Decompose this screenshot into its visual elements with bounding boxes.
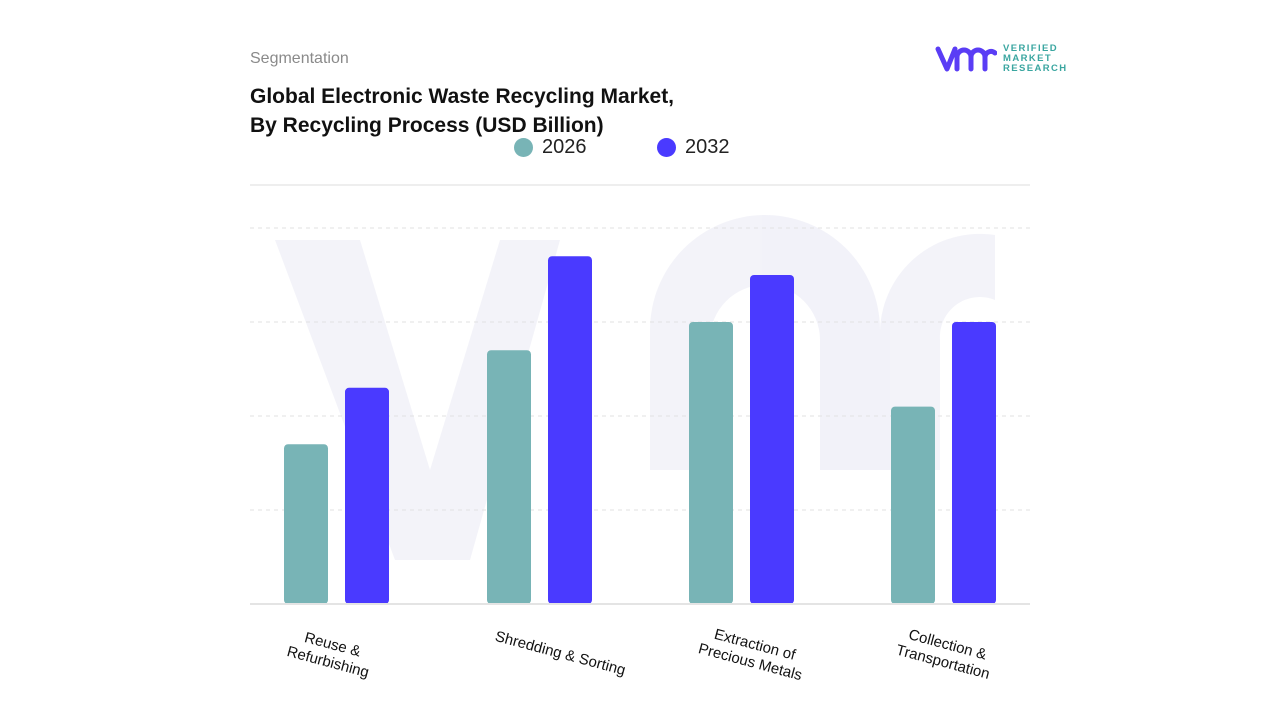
logo-text: VERIFIED MARKET RESEARCH — [1003, 43, 1068, 74]
legend-item-2026: 2026 — [514, 136, 587, 159]
bar-2026-0 — [284, 444, 328, 604]
bar-2026-3 — [891, 406, 935, 604]
vmr-logo-mark-icon — [935, 46, 997, 72]
legend-swatch-2032 — [657, 138, 676, 157]
bar-2032-3 — [952, 322, 996, 604]
vmr-logo: VERIFIED MARKET RESEARCH — [935, 44, 1068, 74]
title-line-1: Global Electronic Waste Recycling Market… — [250, 85, 675, 108]
bar-2026-1 — [487, 350, 531, 604]
bar-2026-2 — [689, 322, 733, 604]
legend-swatch-2026 — [514, 138, 533, 157]
legend-label-2032: 2032 — [685, 136, 730, 158]
legend-item-2032: 2032 — [657, 136, 730, 159]
bar-2032-1 — [548, 256, 592, 604]
bar-2032-2 — [750, 275, 794, 604]
segment-label: Segmentation — [250, 50, 349, 67]
legend-label-2026: 2026 — [542, 136, 587, 158]
title-line-2: By Recycling Process (USD Billion) — [250, 114, 604, 137]
chart-title: Global Electronic Waste Recycling Market… — [250, 82, 770, 140]
bar-2032-0 — [345, 387, 389, 604]
